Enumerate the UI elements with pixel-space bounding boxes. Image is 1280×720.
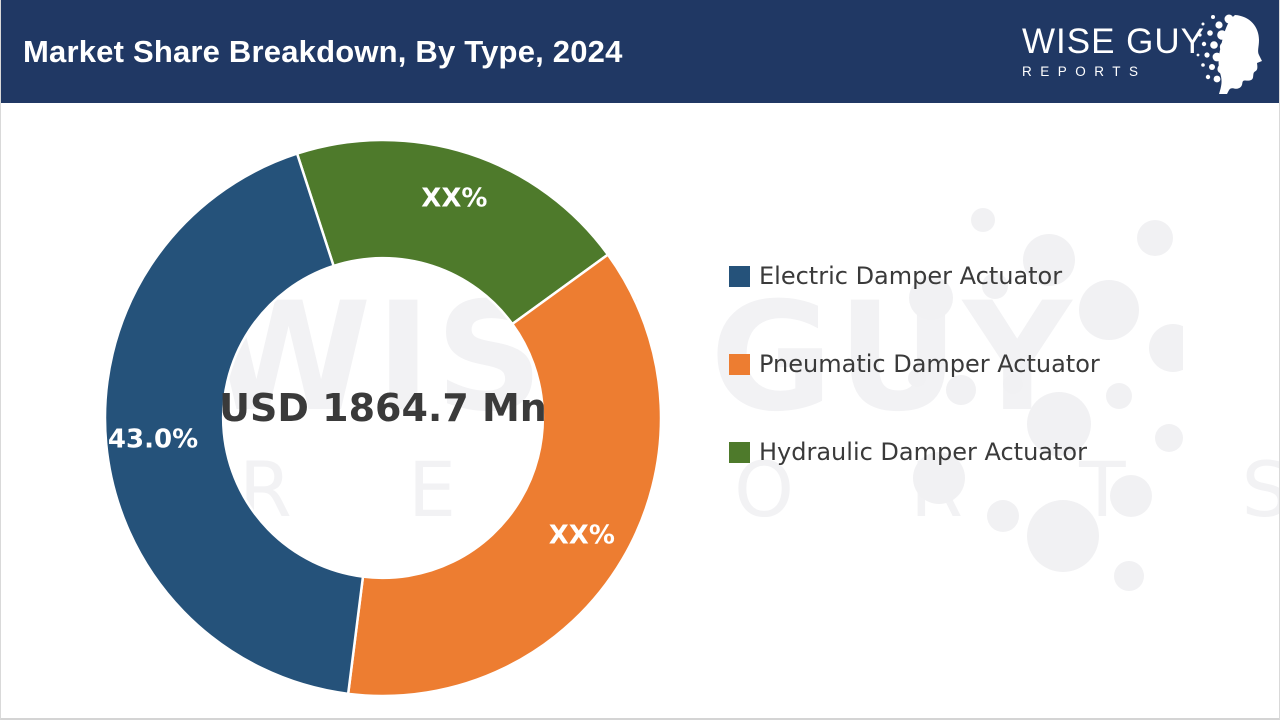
legend-swatch xyxy=(729,265,750,287)
segment-share-label: XX% xyxy=(549,521,615,551)
legend-label: Electric Damper Actuator xyxy=(759,262,1063,290)
legend-label: Pneumatic Damper Actuator xyxy=(759,350,1100,378)
logo-subtext: REPORTS xyxy=(1021,64,1147,79)
legend-item-pneumatic-damper-actuator: Pneumatic Damper Actuator xyxy=(729,350,1100,378)
legend-label: Hydraulic Damper Actuator xyxy=(759,438,1087,466)
donut-chart: XX% XX% 43.0% xyxy=(103,138,663,698)
legend-swatch xyxy=(729,441,750,463)
legend-item-electric-damper-actuator: Electric Damper Actuator xyxy=(729,262,1100,290)
page-title: Market Share Breakdown, By Type, 2024 xyxy=(23,33,623,69)
legend-swatch xyxy=(729,353,750,375)
legend: Electric Damper Actuator Pneumatic Damper… xyxy=(729,262,1100,526)
legend-item-hydraulic-damper-actuator: Hydraulic Damper Actuator xyxy=(729,438,1100,466)
header: Market Share Breakdown, By Type, 2024 WI… xyxy=(1,0,1279,103)
segment-share-label: XX% xyxy=(421,183,487,213)
donut-segment-pneumatic-damper-actuator xyxy=(346,253,663,698)
logo-face-icon xyxy=(1196,14,1262,94)
wiseguy-logo: WISE GUY REPORTS xyxy=(1022,9,1267,95)
logo-wordmark: WISE GUY xyxy=(1021,22,1205,61)
donut-center-value: USD 1864.7 Mn xyxy=(219,386,547,430)
logo-text: WISE GUY REPORTS xyxy=(1022,24,1205,79)
segment-share-label: 43.0% xyxy=(108,425,198,455)
donut-segment-electric-damper-actuator xyxy=(103,152,365,696)
donut-segment-hydraulic-damper-actuator xyxy=(295,138,610,326)
